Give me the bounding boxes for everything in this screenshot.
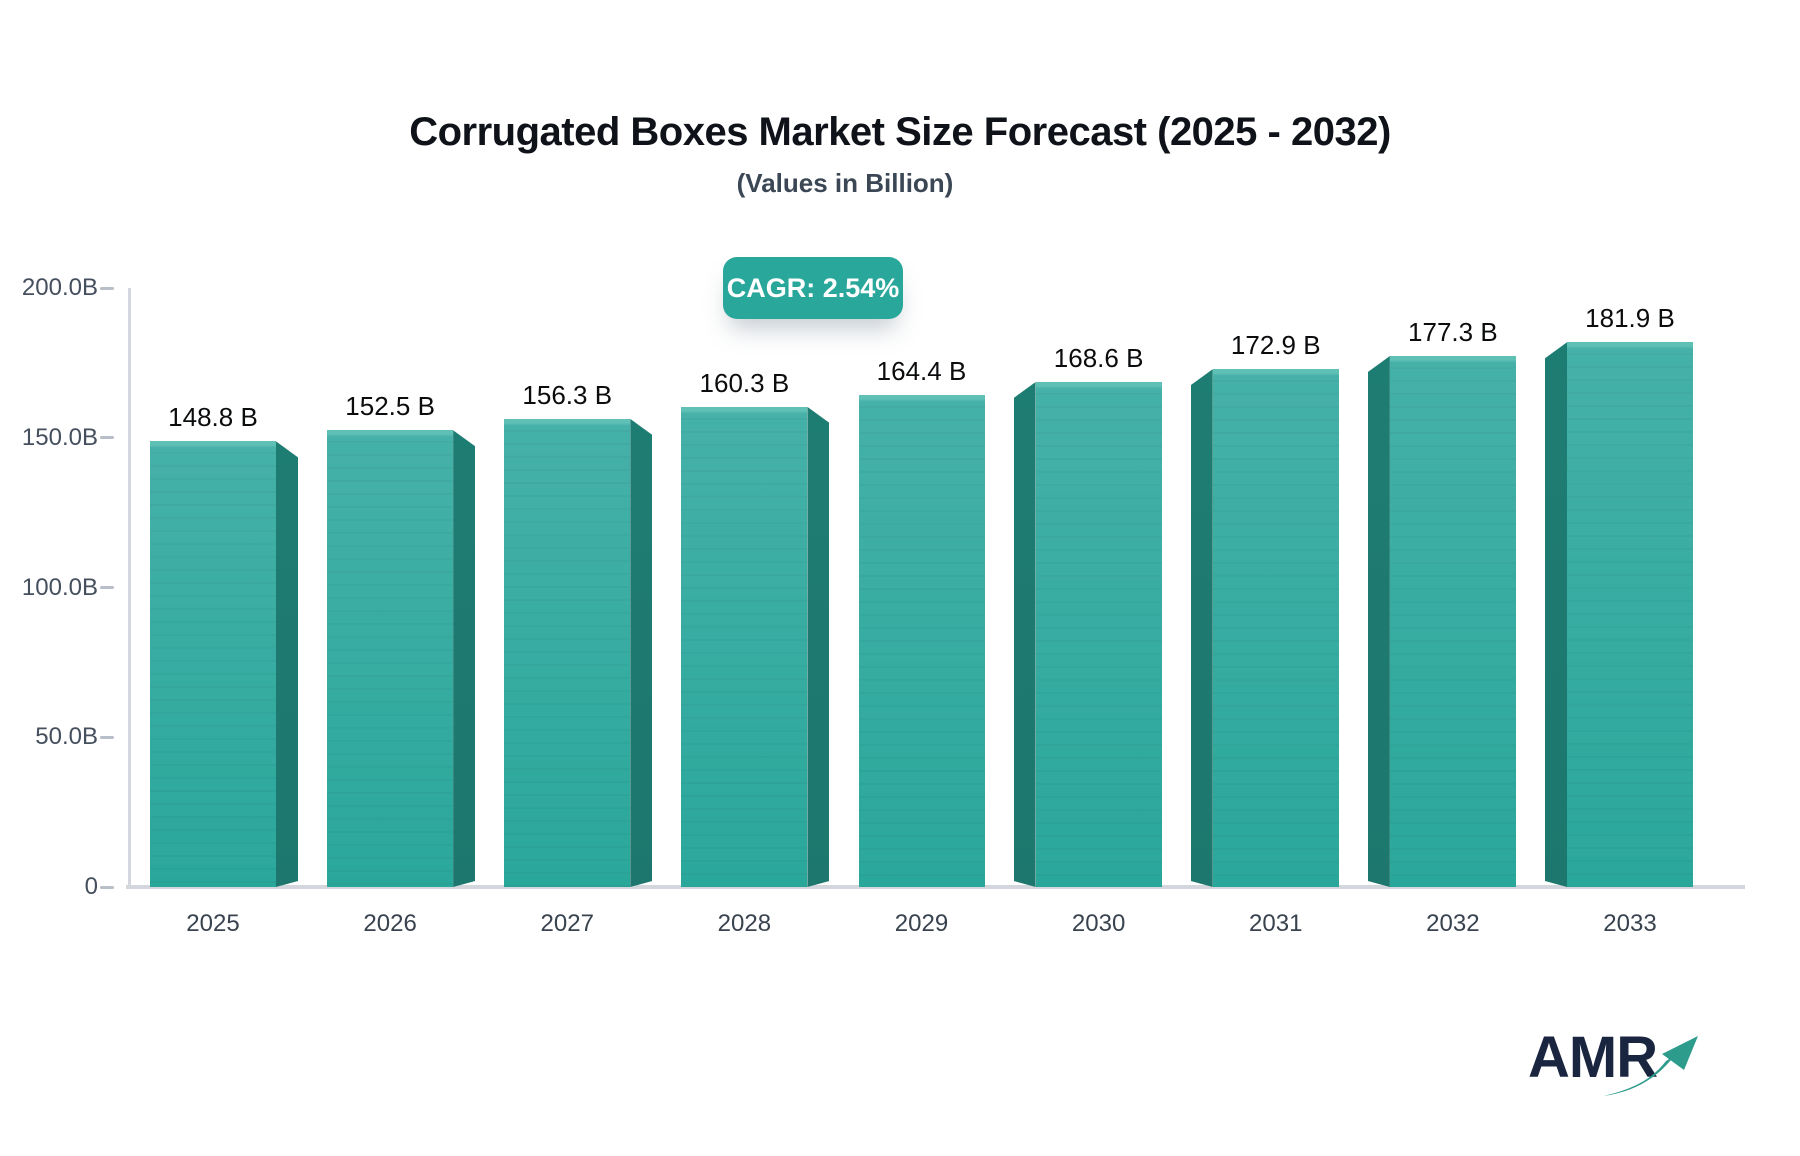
y-tick-label: 150.0B [21, 423, 98, 451]
bar-side-face [1191, 369, 1213, 887]
bar-2033[interactable] [1545, 342, 1693, 887]
bar-face [681, 406, 808, 887]
chart-subtitle: (Values in Billion) [736, 168, 954, 198]
bar-value-label: 152.5 B [345, 391, 435, 422]
y-tick-label: 0 [84, 873, 98, 900]
x-axis-line [126, 885, 1745, 889]
growth-arrow-icon [1604, 1036, 1698, 1096]
bar-face [1212, 369, 1339, 887]
bar-2026[interactable] [327, 430, 475, 887]
bar-face [504, 418, 631, 887]
bar-side-face [1014, 382, 1036, 887]
bar-value-label: 164.4 B [876, 355, 967, 386]
x-axis-label: 2030 [1071, 910, 1126, 937]
bar-2025[interactable] [150, 441, 298, 887]
bar-2028[interactable] [681, 406, 829, 887]
y-axis-line [128, 288, 131, 887]
bar-side-face [1545, 342, 1567, 887]
bar-face [327, 430, 454, 887]
bar-2027[interactable] [504, 418, 652, 887]
brand-logo-text: AMR [1528, 1025, 1658, 1090]
x-axis-label: 2028 [717, 910, 772, 937]
bar-face [150, 441, 276, 887]
x-axis-label: 2029 [894, 910, 949, 937]
y-tick-dash [100, 735, 114, 739]
x-axis-label: 2026 [363, 910, 417, 937]
bar-face [1389, 355, 1516, 887]
bar-face [858, 394, 985, 887]
y-tick-label: 100.0B [21, 573, 98, 601]
x-axis-label: 2033 [1603, 910, 1657, 937]
bar-value-label: 160.3 B [699, 367, 790, 398]
bar-side-face [1368, 356, 1390, 887]
bar-value-label: 148.8 B [168, 402, 258, 433]
x-axis-label: 2027 [540, 910, 594, 937]
bar-value-label: 172.9 B [1230, 330, 1321, 361]
bar-value-label: 181.9 B [1585, 303, 1675, 334]
y-tick-dash [100, 286, 114, 290]
y-tick-dash [100, 885, 114, 889]
bar-side-face [276, 441, 298, 887]
y-tick-dash [100, 436, 114, 440]
bar-2030[interactable] [1014, 382, 1162, 887]
cagr-badge: CAGR: 2.54% [723, 257, 903, 319]
cagr-badge-label: CAGR: 2.54% [726, 272, 900, 303]
y-tick-label: 200.0B [21, 274, 98, 301]
bar-value-label: 177.3 B [1408, 316, 1498, 347]
bar-face [1567, 342, 1693, 887]
bar-side-face [630, 419, 652, 887]
x-axis-label: 2032 [1426, 910, 1480, 937]
bar-face [1035, 382, 1162, 887]
y-tick-dash [100, 586, 114, 589]
y-tick-label: 50.0B [35, 723, 98, 751]
bar-2032[interactable] [1368, 355, 1516, 887]
bar-side-face [453, 430, 475, 887]
bar-2029[interactable] [858, 394, 985, 887]
bar-2031[interactable] [1191, 369, 1339, 887]
chart-title: Corrugated Boxes Market Size Forecast (2… [409, 110, 1391, 154]
x-axis-label: 2031 [1249, 910, 1303, 937]
x-axis-label: 2025 [186, 910, 240, 937]
bar-value-label: 168.6 B [1053, 343, 1144, 374]
bar-side-face [807, 407, 829, 887]
brand-logo: AMR [1528, 1028, 1718, 1108]
bar-value-label: 156.3 B [522, 379, 613, 410]
